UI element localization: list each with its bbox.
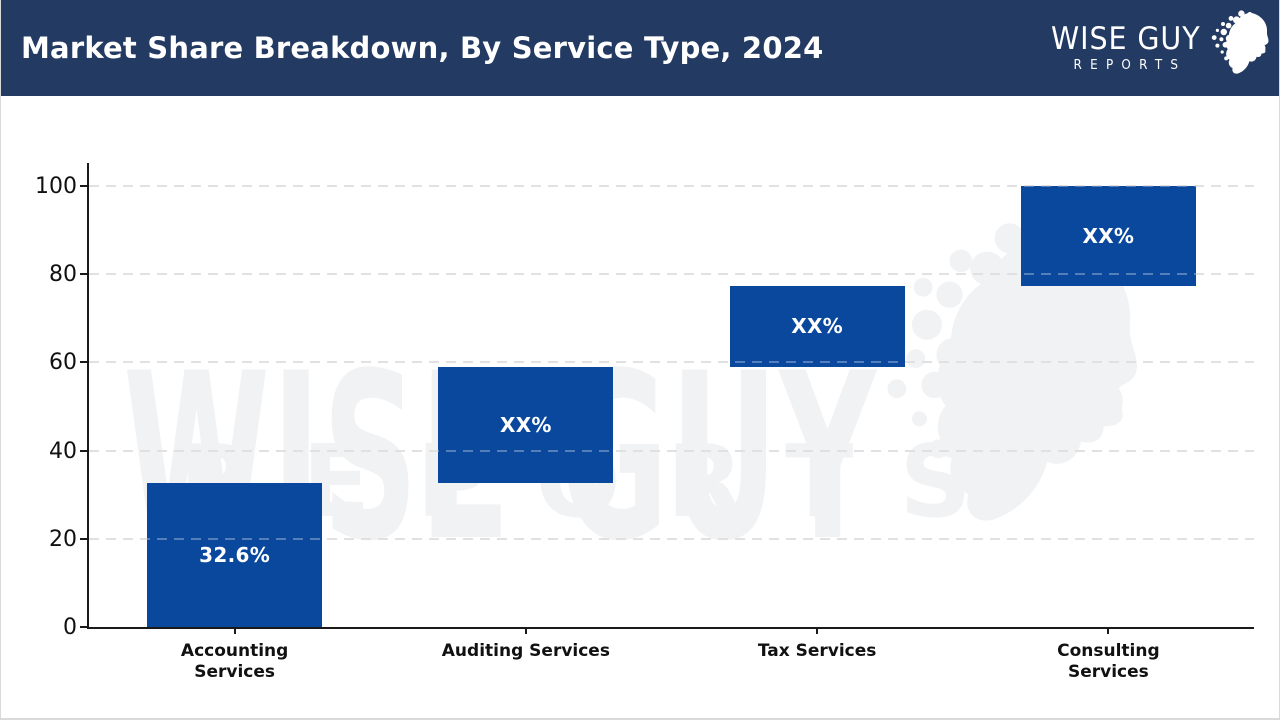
bar-value-label: 32.6% [199,543,271,568]
x-category-label-1: Accounting Services [180,641,289,683]
bar-auditing-services: XX% [438,366,614,484]
x-category-label-3: Tax Services [757,641,877,661]
logo-head-icon [1203,8,1271,88]
bar-accounting-services: 32.6% [147,483,323,627]
gridline-100 [89,185,1254,187]
y-tick-mark-80 [80,273,89,276]
gridline-overlay-80 [89,273,1254,276]
y-tick-label-40: 40 [49,438,77,464]
x-tick-mark-1 [233,627,236,634]
gridline-20 [89,537,1254,540]
x-tick-mark-3 [816,627,819,634]
y-tick-mark-0 [80,626,89,628]
gridline-60 [89,361,1254,364]
gridline-overlay-100 [89,185,1254,187]
bar-value-label: XX% [499,413,552,437]
y-tick-label-100: 100 [35,174,77,199]
y-tick-mark-60 [80,361,89,364]
y-tick-label-0: 0 [63,615,77,640]
gridline-overlay-20 [89,537,1254,540]
page-title: Market Share Breakdown, By Service Type,… [21,31,824,65]
y-tick-label-20: 20 [49,526,77,552]
y-tick-mark-40 [80,449,89,452]
y-tick-label-60: 60 [49,350,77,376]
gridline-40 [89,449,1254,452]
wiseguy-logo: WISE GUY REPORTS [1038,8,1279,88]
x-axis-line [89,627,1254,629]
waterfall-chart: WISE GUY REPORTS 02040608010032.6%Accoun… [1,96,1279,718]
x-category-label-2: Auditing Services [441,641,610,661]
x-tick-mark-4 [1107,627,1110,634]
gridline-overlay-40 [89,449,1254,452]
bar-value-label: XX% [791,314,844,339]
x-category-label-4: Consulting Services [1057,641,1160,683]
bar-tax-services: XX% [729,285,905,367]
header-banner: Market Share Breakdown, By Service Type,… [1,0,1279,96]
bar-consulting-services: XX% [1020,186,1196,286]
gridline-overlay-60 [89,361,1254,364]
bar-value-label: XX% [1082,223,1135,248]
gridline-80 [89,273,1254,276]
y-axis-line [87,163,89,629]
logo-text: WISE GUY REPORTS [1051,20,1201,73]
logo-sub-text: REPORTS [1073,57,1187,73]
y-tick-label-80: 80 [49,262,77,288]
logo-name-text: WISE GUY [1051,20,1201,57]
y-tick-mark-100 [80,185,89,187]
y-tick-mark-20 [80,537,89,540]
x-tick-mark-2 [524,627,527,634]
